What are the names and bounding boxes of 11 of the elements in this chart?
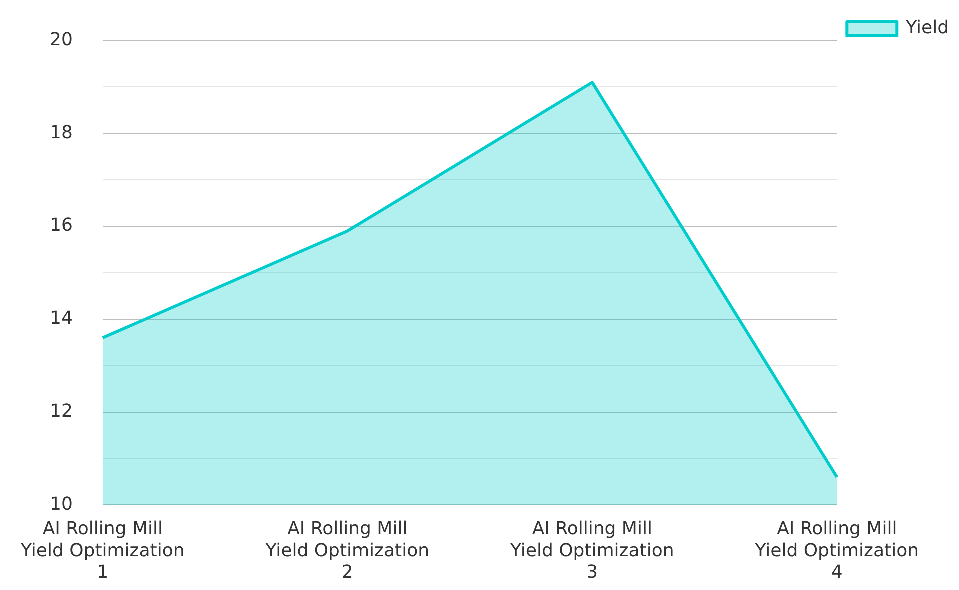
legend-label: Yield [905, 18, 950, 39]
x-tick-label: AI Rolling Mill Yield Optimization 1 [20, 518, 185, 583]
x-tick-label: AI Rolling Mill Yield Optimization 2 [264, 518, 430, 583]
y-tick-label: 18 [50, 122, 73, 144]
y-tick-label: 12 [50, 400, 73, 422]
x-tick-label: AI Rolling Mill Yield Optimization 4 [754, 518, 920, 583]
y-tick-label: 14 [50, 308, 73, 330]
y-tick-label: 10 [50, 494, 73, 515]
x-tick-label: AI Rolling Mill Yield Optimization 3 [510, 518, 674, 583]
y-tick-label: 20 [50, 29, 73, 50]
y-tick-label: 16 [50, 215, 73, 236]
